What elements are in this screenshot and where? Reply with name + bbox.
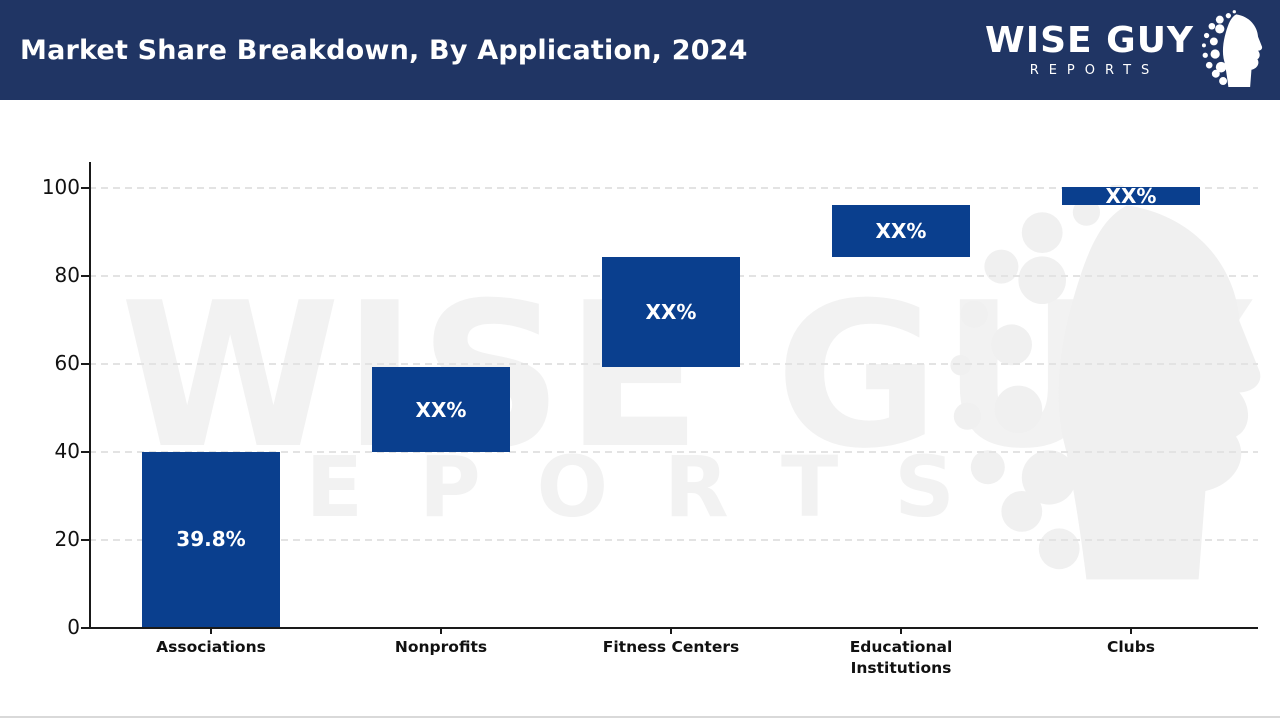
brand-name: WISE GUY bbox=[984, 19, 1194, 61]
y-tick-label: 20 bbox=[54, 527, 80, 551]
brand-logo: WISE GUY REPORTS bbox=[985, 8, 1280, 92]
y-axis-tick bbox=[81, 451, 89, 453]
x-axis-tick bbox=[440, 627, 442, 634]
gridline bbox=[89, 539, 1258, 541]
x-axis-tick bbox=[900, 627, 902, 634]
y-axis-tick bbox=[81, 187, 89, 189]
x-category-label: Clubs bbox=[1106, 638, 1156, 656]
gridline bbox=[89, 451, 1258, 453]
y-tick-label: 60 bbox=[54, 351, 80, 375]
y-tick-label: 0 bbox=[67, 615, 80, 639]
bar-value-label: XX% bbox=[1105, 183, 1157, 208]
bar: 39.8% bbox=[142, 451, 280, 627]
bar-value-label: XX% bbox=[645, 300, 697, 325]
x-axis-line bbox=[89, 627, 1258, 629]
y-axis-tick bbox=[81, 363, 89, 365]
x-axis-tick bbox=[210, 627, 212, 634]
x-category-label: Educational Institutions bbox=[849, 638, 953, 677]
y-tick-label: 40 bbox=[54, 439, 80, 463]
y-tick-label: 100 bbox=[41, 175, 80, 199]
bar-value-label: XX% bbox=[875, 218, 927, 243]
x-axis-tick bbox=[670, 627, 672, 634]
x-category-label: Nonprofits bbox=[394, 638, 488, 656]
page-title: Market Share Breakdown, By Application, … bbox=[20, 34, 748, 66]
brand-subname: REPORTS bbox=[1029, 62, 1160, 78]
y-axis-tick bbox=[81, 627, 89, 629]
bar: XX% bbox=[832, 204, 970, 258]
x-axis-tick bbox=[1130, 627, 1132, 634]
bottom-divider bbox=[0, 716, 1280, 718]
header-bar: Market Share Breakdown, By Application, … bbox=[0, 0, 1280, 100]
bar: XX% bbox=[1062, 183, 1200, 208]
bar: XX% bbox=[602, 257, 740, 368]
bar-value-label: XX% bbox=[415, 397, 467, 422]
bar-value-label: 39.8% bbox=[176, 527, 246, 552]
bar: XX% bbox=[372, 367, 510, 452]
y-axis-tick bbox=[81, 275, 89, 277]
x-category-label: Associations bbox=[156, 638, 266, 656]
y-axis-line bbox=[89, 162, 91, 627]
chart-canvas: WISE GUY REPORTS 0 20 40 60 80 100 39.8% Associ… bbox=[0, 100, 1280, 720]
y-tick-label: 80 bbox=[54, 263, 80, 287]
watermark-text-secondary: REPORTS bbox=[185, 438, 1011, 536]
brand-logo-text: WISE GUY REPORTS bbox=[984, 19, 1194, 78]
gridline bbox=[89, 187, 1258, 189]
y-axis-tick bbox=[81, 539, 89, 541]
head-profile-icon bbox=[1201, 10, 1263, 87]
watermark-head-icon bbox=[950, 185, 1261, 580]
x-category-label: Fitness Centers bbox=[602, 638, 740, 656]
